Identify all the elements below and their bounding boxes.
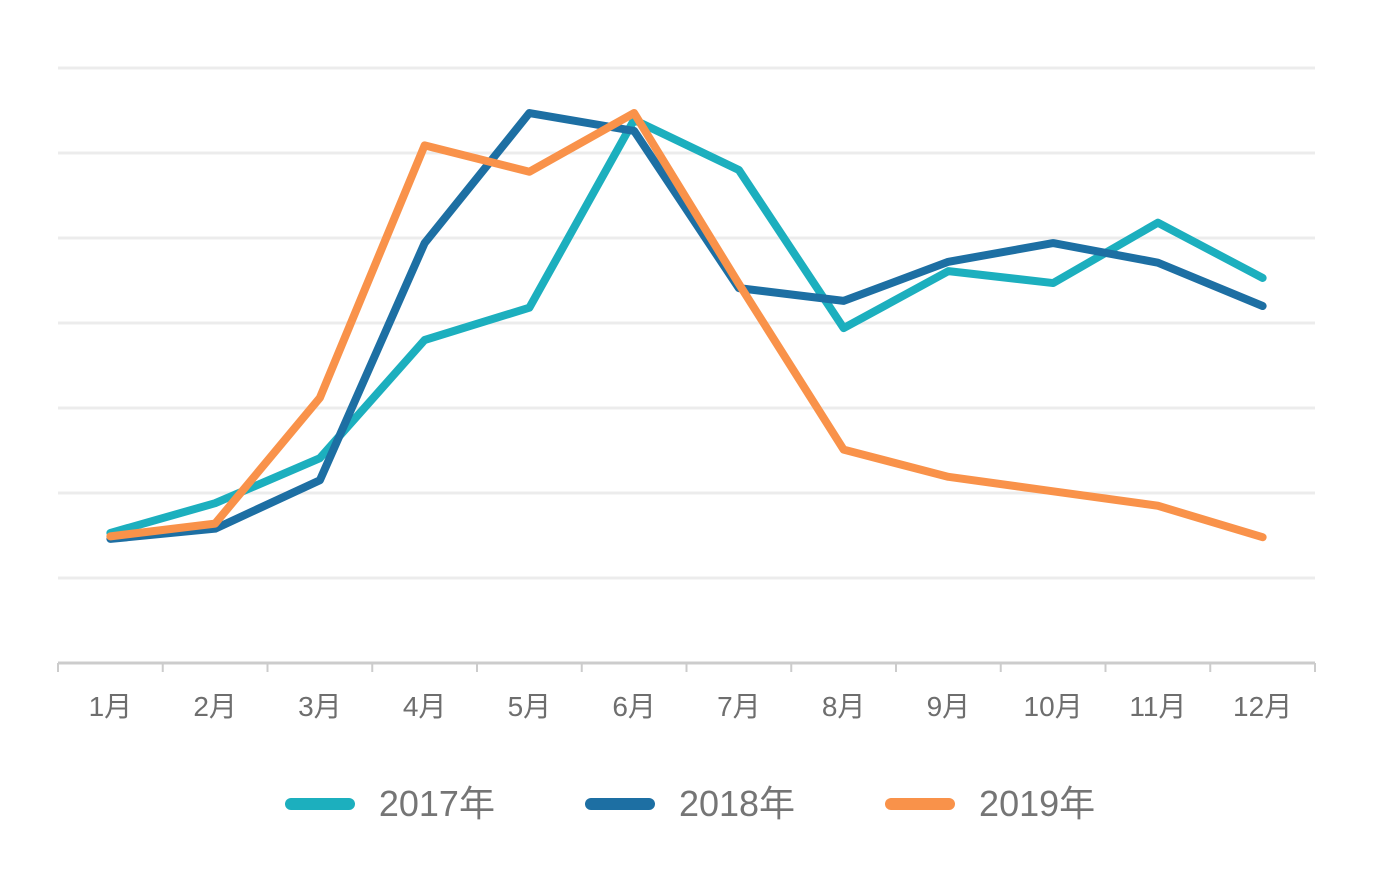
legend-item-2018年[interactable]: 2018年 <box>584 783 796 824</box>
x-axis-label: 8月 <box>822 691 866 722</box>
legend-label: 2019年 <box>979 783 1096 824</box>
legend-label: 2018年 <box>678 783 796 824</box>
legend-swatch-2019年 <box>885 798 956 810</box>
x-axis-label: 6月 <box>612 691 656 722</box>
legend-label: 2017年 <box>378 783 495 824</box>
legend-item-2019年[interactable]: 2019年 <box>885 786 1095 822</box>
x-axis-label: 12月 <box>1233 691 1292 722</box>
chart-canvas: 1月 2月 3月 4月 5月 6月 7月 8月 9月 10月 11月 12月 <box>57 66 1316 722</box>
series-line-2017年 <box>106 115 1267 537</box>
series-line-2018年 <box>106 109 1267 543</box>
x-axis-label: 11月 <box>1129 691 1186 722</box>
series-line-2019年 <box>106 109 1267 542</box>
legend-item-2017年[interactable]: 2017年 <box>284 783 495 824</box>
x-axis-label: 10月 <box>1024 691 1083 722</box>
x-axis-label: 9月 <box>927 691 971 722</box>
x-axis-label: 2月 <box>193 691 237 722</box>
x-axis-label: 3月 <box>298 691 342 722</box>
x-axis-label: 1月 <box>89 691 133 722</box>
x-axis-label: 4月 <box>403 691 447 722</box>
chart-legend: 2017年 2018年 2019年 <box>0 786 1380 822</box>
legend-swatch-2018年 <box>584 798 655 810</box>
x-axis-label: 5月 <box>508 691 552 722</box>
legend-swatch-2017年 <box>284 798 355 810</box>
x-axis-label: 7月 <box>717 691 761 722</box>
